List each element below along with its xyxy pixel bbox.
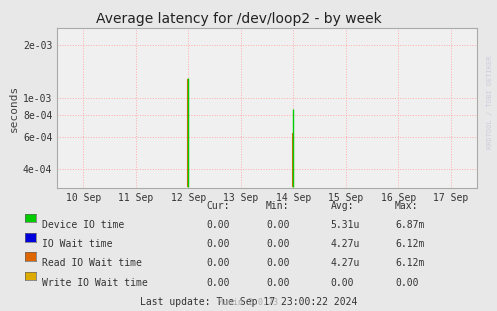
Text: 0.00: 0.00	[331, 278, 354, 288]
Text: Read IO Wait time: Read IO Wait time	[42, 258, 142, 268]
Text: 0.00: 0.00	[266, 278, 289, 288]
Text: Last update: Tue Sep 17 23:00:22 2024: Last update: Tue Sep 17 23:00:22 2024	[140, 297, 357, 307]
Text: 6.12m: 6.12m	[395, 239, 424, 249]
Text: 0.00: 0.00	[206, 220, 230, 230]
Text: 6.12m: 6.12m	[395, 258, 424, 268]
Text: 0.00: 0.00	[395, 278, 418, 288]
Text: 0.00: 0.00	[266, 220, 289, 230]
Text: 0.00: 0.00	[266, 239, 289, 249]
Text: IO Wait time: IO Wait time	[42, 239, 113, 249]
Text: 4.27u: 4.27u	[331, 239, 360, 249]
Text: Min:: Min:	[266, 201, 289, 211]
Text: 4.27u: 4.27u	[331, 258, 360, 268]
Text: Device IO time: Device IO time	[42, 220, 124, 230]
Text: 6.87m: 6.87m	[395, 220, 424, 230]
Text: Max:: Max:	[395, 201, 418, 211]
Text: Avg:: Avg:	[331, 201, 354, 211]
Text: 0.00: 0.00	[266, 258, 289, 268]
Text: 5.31u: 5.31u	[331, 220, 360, 230]
Text: 0.00: 0.00	[206, 239, 230, 249]
Text: 0.00: 0.00	[206, 278, 230, 288]
Text: Cur:: Cur:	[206, 201, 230, 211]
Text: Average latency for /dev/loop2 - by week: Average latency for /dev/loop2 - by week	[96, 12, 381, 26]
Text: RRDTOOL / TOBI OETIKER: RRDTOOL / TOBI OETIKER	[487, 56, 493, 149]
Text: 0.00: 0.00	[206, 258, 230, 268]
Y-axis label: seconds: seconds	[9, 85, 19, 132]
Text: Write IO Wait time: Write IO Wait time	[42, 278, 148, 288]
Text: Munin 2.0.73: Munin 2.0.73	[219, 298, 278, 307]
